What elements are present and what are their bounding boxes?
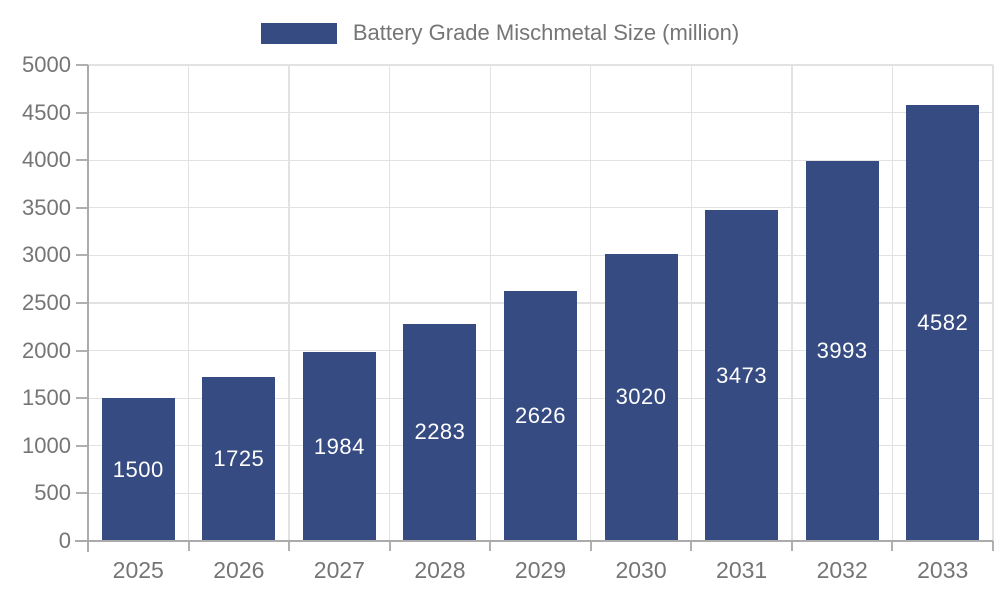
bar-value-label: 1725 (213, 445, 265, 471)
gridline-h (88, 159, 993, 161)
x-axis-tick-label: 2028 (414, 557, 466, 583)
x-axis-line (75, 540, 993, 542)
gridline-v (489, 65, 491, 541)
x-axis-tick (790, 541, 793, 551)
y-axis-tick (76, 397, 88, 400)
y-axis-tick-label: 4000 (22, 147, 71, 173)
y-axis-tick-label: 1500 (22, 385, 71, 411)
y-axis-tick-label: 5000 (22, 52, 71, 77)
bar-value-label: 1984 (313, 433, 365, 459)
legend-label: Battery Grade Mischmetal Size (million) (352, 20, 740, 45)
gridline-v (791, 65, 793, 541)
plot-area: 0 500 1000 1500 2000 2500 3000 3500 4000 4500 5000… (22, 54, 994, 582)
legend: Battery Grade Mischmetal Size (million) (0, 20, 1000, 46)
y-axis-tick (76, 302, 88, 304)
y-axis-tick (76, 206, 88, 209)
x-axis-tick (288, 541, 291, 551)
bar-2025[interactable]: 1500 (101, 398, 175, 541)
bar-2030[interactable]: 3020 (604, 253, 678, 541)
y-axis-tick (76, 444, 88, 447)
x-axis-tick (690, 541, 693, 551)
y-axis-tick (76, 492, 88, 495)
gridline-v (590, 65, 592, 541)
y-axis-tick (76, 111, 88, 114)
bar-2032[interactable]: 3993 (805, 160, 879, 541)
bar-2029[interactable]: 2626 (504, 291, 577, 541)
bar-2026[interactable]: 1725 (202, 376, 276, 541)
gridline-v (690, 65, 693, 541)
y-axis-tick (76, 159, 88, 162)
bar-value-label: 4582 (917, 309, 969, 335)
legend-swatch (260, 22, 337, 44)
x-axis-tick (589, 541, 592, 551)
bar-2033[interactable]: 4582 (906, 104, 980, 541)
gridline-v (288, 65, 290, 541)
x-axis-tick (187, 541, 190, 551)
x-axis-tick-label: 2026 (213, 557, 265, 583)
x-axis-tick-label: 2025 (112, 557, 164, 583)
y-axis-tick (76, 254, 88, 257)
x-axis-tick-label: 2029 (514, 557, 567, 583)
y-axis-tick (76, 349, 88, 352)
bar-value-label: 1500 (112, 456, 164, 482)
x-axis-tick-label: 2030 (615, 557, 667, 583)
x-axis-tick-label: 2027 (313, 557, 365, 583)
y-axis-line (87, 65, 89, 552)
bar-value-label: 2283 (414, 419, 466, 445)
y-axis-tick (76, 64, 88, 66)
gridline-v (388, 65, 391, 541)
bar-value-label: 2626 (515, 403, 566, 428)
gridline-h (88, 111, 993, 114)
y-axis-tick-label: 2000 (22, 337, 71, 363)
gridline-h (88, 254, 993, 257)
gridline-v (891, 65, 894, 541)
x-axis-tick-label: 2033 (917, 557, 969, 583)
y-axis-tick-label: 2500 (22, 290, 71, 315)
bar-value-label: 3473 (716, 362, 768, 388)
bar-value-label: 3020 (615, 384, 667, 410)
x-axis-tick (992, 541, 994, 551)
bar-value-label: 3993 (816, 337, 868, 363)
gridline-h (88, 64, 993, 66)
gridline-v (187, 65, 190, 541)
gridline-h (88, 207, 993, 209)
bar-2028[interactable]: 2283 (403, 323, 477, 541)
x-axis-tick (891, 541, 894, 551)
x-axis-tick (388, 541, 391, 551)
x-axis-tick-label: 2032 (816, 557, 868, 583)
bar-2031[interactable]: 3473 (705, 210, 779, 541)
y-axis-tick-label: 500 (34, 480, 71, 506)
x-axis-tick-label: 2031 (716, 557, 768, 583)
legend-item-battery-grade-mischmetal[interactable]: Battery Grade Mischmetal Size (million) (260, 20, 740, 46)
bar-2027[interactable]: 1984 (302, 352, 376, 541)
y-axis-tick-label: 4500 (22, 99, 71, 125)
y-axis-tick-label: 3000 (22, 242, 71, 268)
y-axis-tick-label: 0 (58, 528, 71, 553)
x-axis-tick (489, 541, 492, 551)
y-axis-tick-label: 1000 (22, 432, 71, 458)
gridline-v (992, 65, 994, 541)
y-axis-tick-label: 3500 (22, 194, 71, 220)
